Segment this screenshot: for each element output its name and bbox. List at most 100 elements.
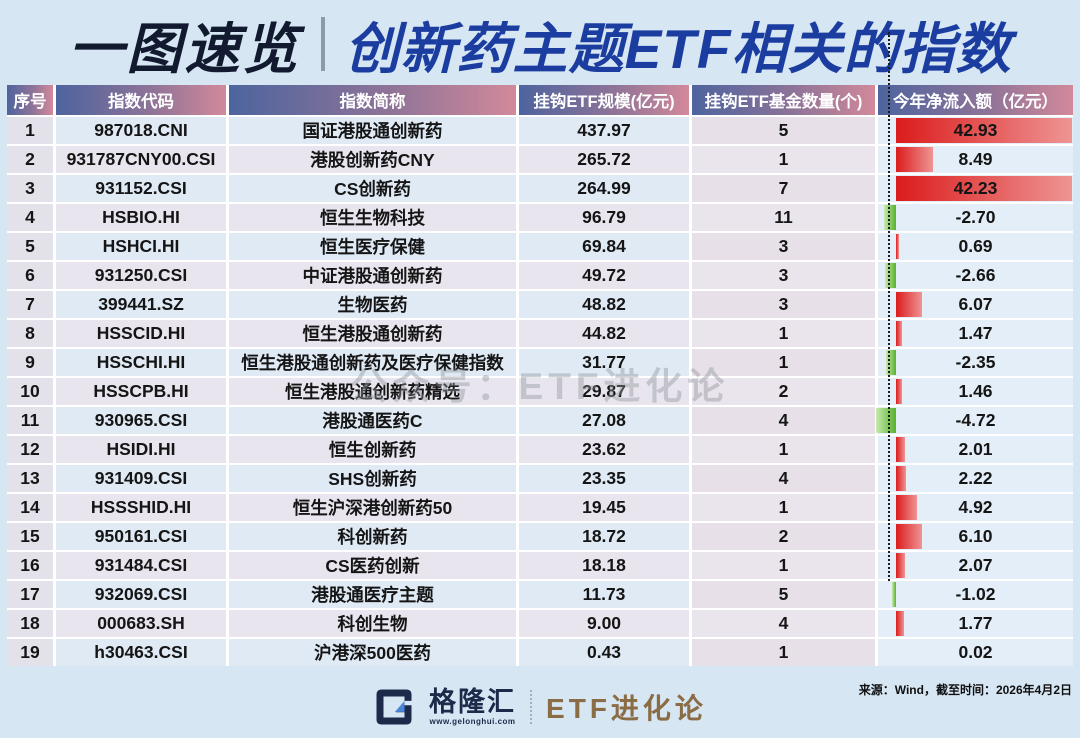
cell-code: 987018.CNI — [56, 117, 226, 144]
inflow-value: 2.01 — [958, 439, 993, 459]
inflow-value: 4.92 — [958, 497, 993, 517]
cell-name: 科创生物 — [229, 610, 516, 637]
cell-inflow: 2.07 — [878, 552, 1073, 579]
cell-inflow: -1.02 — [878, 581, 1073, 608]
cell-scale: 264.99 — [519, 175, 689, 202]
cell-count: 4 — [692, 610, 875, 637]
account-name: ETF进化论 — [546, 693, 707, 724]
cell-scale: 96.79 — [519, 204, 689, 231]
cell-code: HSIDI.HI — [56, 436, 226, 463]
cell-inflow: 42.93 — [878, 117, 1073, 144]
cell-name: 生物医药 — [229, 291, 516, 318]
cell-inflow: 2.01 — [878, 436, 1073, 463]
cell-name: 科创新药 — [229, 523, 516, 550]
cell-scale: 44.82 — [519, 320, 689, 347]
cell-scale: 27.08 — [519, 407, 689, 434]
inflow-bar-positive — [896, 524, 923, 549]
cell-no: 19 — [7, 639, 53, 666]
cell-code: h30463.CSI — [56, 639, 226, 666]
cell-inflow: 8.49 — [878, 146, 1073, 173]
header-cell-no: 序号 — [7, 85, 53, 115]
cell-scale: 48.82 — [519, 291, 689, 318]
cell-code: 930965.CSI — [56, 407, 226, 434]
inflow-value: 6.07 — [958, 294, 993, 314]
cell-scale: 19.45 — [519, 494, 689, 521]
cell-count: 1 — [692, 436, 875, 463]
cell-inflow: 6.07 — [878, 291, 1073, 318]
cell-scale: 437.97 — [519, 117, 689, 144]
header-cell-count: 挂钩ETF基金数量(个) — [692, 85, 875, 115]
cell-count: 4 — [692, 407, 875, 434]
inflow-bar-negative — [891, 582, 896, 607]
cell-code: 931409.CSI — [56, 465, 226, 492]
cell-count: 7 — [692, 175, 875, 202]
cell-no: 2 — [7, 146, 53, 173]
inflow-value: -2.66 — [955, 265, 996, 285]
cell-no: 1 — [7, 117, 53, 144]
brand-block: 格隆汇 www.gelonghui.com — [429, 688, 516, 726]
cell-no: 10 — [7, 378, 53, 405]
cell-code: 931152.CSI — [56, 175, 226, 202]
inflow-value: 1.47 — [958, 323, 993, 343]
cell-code: 000683.SH — [56, 610, 226, 637]
cell-count: 3 — [692, 233, 875, 260]
cell-scale: 0.43 — [519, 639, 689, 666]
inflow-bar-negative — [884, 263, 896, 288]
cell-code: HSSCID.HI — [56, 320, 226, 347]
cell-count: 1 — [692, 349, 875, 376]
inflow-bar-positive — [896, 437, 905, 462]
cell-no: 15 — [7, 523, 53, 550]
cell-no: 8 — [7, 320, 53, 347]
cell-inflow: 2.22 — [878, 465, 1073, 492]
cell-name: 国证港股通创新药 — [229, 117, 516, 144]
inflow-bar-positive — [896, 321, 903, 346]
inflow-bar-positive — [896, 176, 1072, 201]
cell-no: 14 — [7, 494, 53, 521]
header-cell-inflow: 今年净流入额（亿元） — [878, 85, 1073, 115]
cell-scale: 9.00 — [519, 610, 689, 637]
cell-scale: 23.35 — [519, 465, 689, 492]
cell-inflow: 4.92 — [878, 494, 1073, 521]
cell-count: 1 — [692, 552, 875, 579]
inflow-bar-positive — [896, 292, 923, 317]
cell-count: 1 — [692, 494, 875, 521]
cell-code: HSSCPB.HI — [56, 378, 226, 405]
cell-name: 港股创新药CNY — [229, 146, 516, 173]
cell-inflow: 1.46 — [878, 378, 1073, 405]
inflow-value: -2.70 — [955, 207, 996, 227]
cell-count: 4 — [692, 465, 875, 492]
cell-code: HSHCI.HI — [56, 233, 226, 260]
inflow-value: 0.02 — [958, 642, 993, 662]
title-divider-line — [320, 17, 325, 71]
inflow-bar-positive — [896, 379, 903, 404]
inflow-value: 1.46 — [958, 381, 993, 401]
cell-name: 恒生创新药 — [229, 436, 516, 463]
footer: 格隆汇 www.gelonghui.com ETF进化论 — [0, 686, 1080, 728]
cell-count: 5 — [692, 581, 875, 608]
cell-count: 1 — [692, 320, 875, 347]
cell-count: 2 — [692, 378, 875, 405]
cell-name: 沪港深500医药 — [229, 639, 516, 666]
inflow-value: 42.93 — [953, 120, 998, 140]
inflow-bar-positive — [896, 611, 904, 636]
inflow-value: 1.77 — [958, 613, 993, 633]
cell-name: CS创新药 — [229, 175, 516, 202]
source-note: 来源：Wind，截至时间：2026年4月2日 — [858, 683, 1072, 697]
cell-name: 中证港股通创新药 — [229, 262, 516, 289]
cell-count: 2 — [692, 523, 875, 550]
inflow-bar-negative — [885, 350, 896, 375]
cell-inflow: -2.70 — [878, 204, 1073, 231]
brand-url: www.gelonghui.com — [429, 716, 516, 726]
cell-inflow: -2.66 — [878, 262, 1073, 289]
inflow-bar-negative — [884, 205, 896, 230]
cell-inflow: -4.72 — [875, 407, 1073, 434]
inflow-bar-positive — [896, 147, 933, 172]
cell-name: 港股通医药C — [229, 407, 516, 434]
footer-divider — [530, 690, 533, 724]
cell-no: 3 — [7, 175, 53, 202]
header-cell-code: 指数代码 — [56, 85, 226, 115]
cell-inflow: 1.47 — [878, 320, 1073, 347]
cell-name: SHS创新药 — [229, 465, 516, 492]
cell-code: 950161.CSI — [56, 523, 226, 550]
cell-no: 9 — [7, 349, 53, 376]
